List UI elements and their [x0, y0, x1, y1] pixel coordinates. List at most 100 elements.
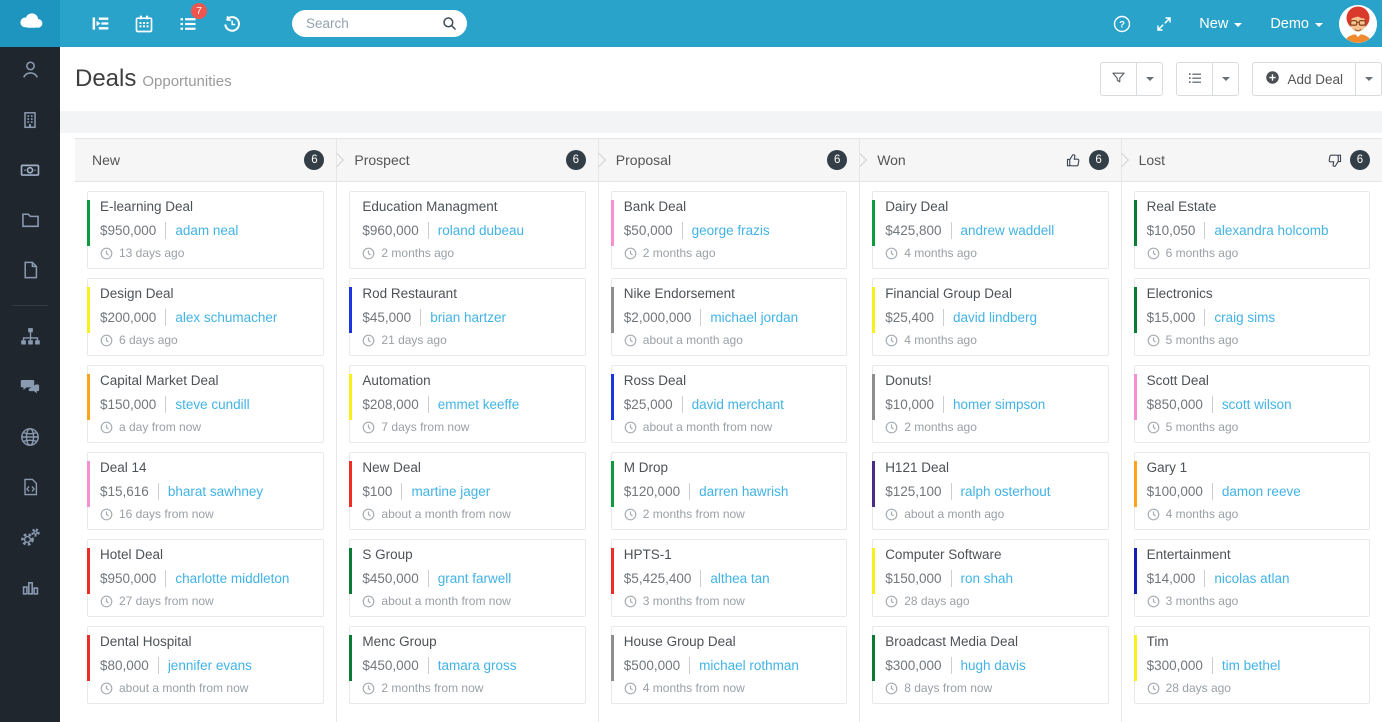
calendar-icon[interactable]: [122, 0, 166, 47]
deal-card[interactable]: H121 Deal $125,100 ralph osterhout about…: [872, 452, 1109, 530]
deal-card[interactable]: E-learning Deal $950,000 adam neal 13 da…: [87, 191, 325, 269]
deal-contact-link[interactable]: charlotte middleton: [175, 570, 290, 586]
deal-contact-link[interactable]: andrew waddell: [960, 222, 1055, 238]
deal-contact-link[interactable]: damon reeve: [1221, 483, 1301, 499]
card-color-stripe: [87, 374, 90, 420]
column-header: Proposal 6: [591, 138, 860, 182]
deal-card[interactable]: Gary 1 $100,000 damon reeve 4 months ago: [1133, 452, 1370, 530]
deal-card[interactable]: Menc Group $450,000 tamara gross 2 month…: [349, 626, 586, 704]
sidebar-item-settings[interactable]: [0, 514, 60, 564]
app-logo[interactable]: [0, 0, 60, 47]
sidebar-item-contacts[interactable]: [0, 47, 60, 97]
avatar[interactable]: [1339, 4, 1377, 43]
new-menu-button[interactable]: New: [1185, 0, 1256, 47]
filter-dropdown-button[interactable]: [1136, 62, 1164, 96]
list-view-button[interactable]: [1176, 62, 1214, 96]
sidebar-item-code-files[interactable]: [0, 464, 60, 514]
deal-contact-link[interactable]: craig sims: [1214, 309, 1276, 325]
deal-time-text: about a month from now: [119, 681, 249, 695]
deal-contact-link[interactable]: tamara gross: [437, 657, 517, 673]
deal-contact-link[interactable]: emmet keeffe: [437, 396, 520, 412]
sidebar-item-web[interactable]: [0, 414, 60, 464]
deal-card[interactable]: New Deal $100 martine jager about a mont…: [349, 452, 586, 530]
deal-contact-link[interactable]: grant farwell: [437, 570, 512, 586]
deal-contact-link[interactable]: martine jager: [411, 483, 491, 499]
deal-card[interactable]: Nike Endorsement $2,000,000 michael jord…: [610, 278, 848, 356]
deal-card[interactable]: Broadcast Media Deal $300,000 hugh davis…: [872, 626, 1109, 704]
deal-contact-link[interactable]: david merchant: [691, 396, 784, 412]
deal-card[interactable]: Bank Deal $50,000 george frazis 2 months…: [610, 191, 848, 269]
deal-contact-link[interactable]: alexandra holcomb: [1214, 222, 1329, 238]
deal-contact-link[interactable]: george frazis: [691, 222, 770, 238]
deal-card[interactable]: Dental Hospital $80,000 jennifer evans a…: [87, 626, 325, 704]
deal-card[interactable]: Electronics $15,000 craig sims 5 months …: [1133, 278, 1370, 356]
deal-amount: $15,616: [100, 483, 149, 499]
stream-icon[interactable]: [78, 0, 122, 47]
deal-contact-link[interactable]: homer simpson: [953, 396, 1046, 412]
deal-card[interactable]: HPTS-1 $5,425,400 althea tan 3 months fr…: [610, 539, 848, 617]
deal-contact-link[interactable]: david lindberg: [953, 309, 1038, 325]
deal-card[interactable]: S Group $450,000 grant farwell about a m…: [349, 539, 586, 617]
deal-card[interactable]: Rod Restaurant $45,000 brian hartzer 21 …: [349, 278, 586, 356]
deal-card[interactable]: M Drop $120,000 darren hawrish 2 months …: [610, 452, 848, 530]
deal-card[interactable]: Tim $300,000 tim bethel 28 days ago: [1133, 626, 1370, 704]
deal-time-text: 13 days ago: [119, 246, 185, 260]
deal-card[interactable]: Ross Deal $25,000 david merchant about a…: [610, 365, 848, 443]
deal-card[interactable]: Automation $208,000 emmet keeffe 7 days …: [349, 365, 586, 443]
expand-icon[interactable]: [1143, 0, 1185, 47]
deal-contact-link[interactable]: roland dubeau: [437, 222, 525, 238]
sidebar-item-reports[interactable]: [0, 564, 60, 614]
deal-card[interactable]: Dairy Deal $425,800 andrew waddell 4 mon…: [872, 191, 1109, 269]
deal-contact-link[interactable]: michael rothman: [699, 657, 799, 673]
deal-contact-link[interactable]: althea tan: [710, 570, 770, 586]
deal-contact-link[interactable]: ralph osterhout: [960, 483, 1051, 499]
deal-contact-link[interactable]: ron shah: [960, 570, 1014, 586]
user-menu-button[interactable]: Demo: [1256, 0, 1337, 47]
deal-title: Menc Group: [362, 634, 437, 649]
add-deal-dropdown-button[interactable]: [1355, 62, 1382, 96]
history-icon[interactable]: [210, 0, 254, 47]
deal-card[interactable]: Real Estate $10,050 alexandra holcomb 6 …: [1133, 191, 1370, 269]
deal-card[interactable]: Hotel Deal $950,000 charlotte middleton …: [87, 539, 325, 617]
search-input[interactable]: [306, 16, 435, 31]
sidebar-item-folders[interactable]: [0, 197, 60, 247]
deal-card[interactable]: Donuts! $10,000 homer simpson 2 months a…: [872, 365, 1109, 443]
deal-time: 16 days from now: [100, 507, 311, 521]
deal-contact-link[interactable]: bharat sawhney: [167, 483, 264, 499]
deal-card[interactable]: Scott Deal $850,000 scott wilson 5 month…: [1133, 365, 1370, 443]
deal-contact-link[interactable]: tim bethel: [1221, 657, 1281, 673]
deal-contact-link[interactable]: steve cundill: [175, 396, 250, 412]
deal-amount-row: $425,800 andrew waddell: [885, 220, 1095, 240]
filter-button[interactable]: [1100, 62, 1138, 96]
help-icon[interactable]: ?: [1101, 0, 1143, 47]
deal-contact-link[interactable]: adam neal: [175, 222, 239, 238]
deal-card[interactable]: Computer Software $150,000 ron shah 28 d…: [872, 539, 1109, 617]
deal-contact-link[interactable]: hugh davis: [960, 657, 1026, 673]
deal-card[interactable]: Education Managment $960,000 roland dube…: [349, 191, 586, 269]
sidebar-item-accounts[interactable]: [0, 97, 60, 147]
deal-contact-link[interactable]: jennifer evans: [167, 657, 252, 673]
deal-contact-link[interactable]: alex schumacher: [175, 309, 278, 325]
deal-card[interactable]: Financial Group Deal $25,400 david lindb…: [872, 278, 1109, 356]
deal-card[interactable]: Deal 14 $15,616 bharat sawhney 16 days f…: [87, 452, 325, 530]
clock-icon: [362, 334, 375, 347]
deal-contact-link[interactable]: scott wilson: [1221, 396, 1292, 412]
deal-card[interactable]: Capital Market Deal $150,000 steve cundi…: [87, 365, 325, 443]
deal-card[interactable]: Design Deal $200,000 alex schumacher 6 d…: [87, 278, 325, 356]
sidebar-item-chat[interactable]: [0, 364, 60, 414]
deal-contact-link[interactable]: nicolas atlan: [1214, 570, 1290, 586]
search-icon[interactable]: [435, 10, 463, 37]
deal-contact-link[interactable]: darren hawrish: [699, 483, 789, 499]
deal-title: Financial Group Deal: [885, 286, 1013, 301]
view-mode-dropdown-button[interactable]: [1212, 62, 1240, 96]
add-deal-button[interactable]: Add Deal: [1252, 62, 1356, 96]
tasks-icon[interactable]: 7: [166, 0, 210, 47]
sidebar-item-deals[interactable]: [0, 147, 60, 197]
deal-card[interactable]: Entertainment $14,000 nicolas atlan 3 mo…: [1133, 539, 1370, 617]
sidebar-item-org-structure[interactable]: [0, 314, 60, 364]
deal-contact-link[interactable]: michael jordan: [710, 309, 799, 325]
deal-title: Nike Endorsement: [623, 286, 735, 301]
deal-contact-link[interactable]: brian hartzer: [430, 309, 506, 325]
sidebar-item-documents[interactable]: [0, 247, 60, 297]
deal-card[interactable]: House Group Deal $500,000 michael rothma…: [610, 626, 848, 704]
